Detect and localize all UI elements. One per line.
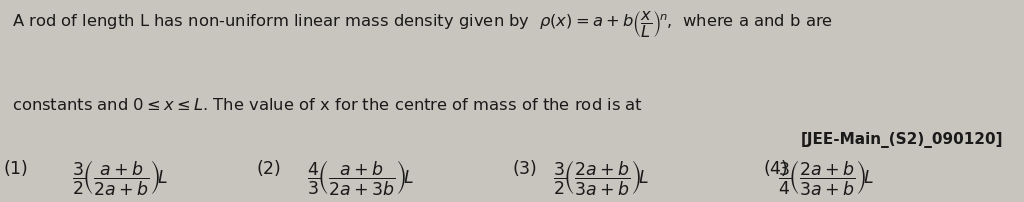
Text: $(1)$: $(1)$ [3,158,29,178]
Text: [JEE-Main_(S2)_090120]: [JEE-Main_(S2)_090120] [801,131,1004,147]
Text: $\dfrac{3}{2}\!\left(\dfrac{a+b}{2a+b}\right)\!L$: $\dfrac{3}{2}\!\left(\dfrac{a+b}{2a+b}\r… [72,158,168,196]
Text: $(4)$: $(4)$ [763,158,788,178]
Text: $\dfrac{3}{4}\!\left(\dfrac{2a+b}{3a+b}\right)\!L$: $\dfrac{3}{4}\!\left(\dfrac{2a+b}{3a+b}\… [778,158,874,196]
Text: $(2)$: $(2)$ [256,158,282,178]
Text: $\dfrac{3}{2}\!\left(\dfrac{2a+b}{3a+b}\right)\!L$: $\dfrac{3}{2}\!\left(\dfrac{2a+b}{3a+b}\… [553,158,649,196]
Text: $\dfrac{4}{3}\!\left(\dfrac{a+b}{2a+3b}\right)\!L$: $\dfrac{4}{3}\!\left(\dfrac{a+b}{2a+3b}\… [307,158,415,196]
Text: A rod of length L has non-uniform linear mass density given by  $\rho(x) = a + b: A rod of length L has non-uniform linear… [12,10,834,40]
Text: constants and $0 \leq x \leq L$. The value of x for the centre of mass of the ro: constants and $0 \leq x \leq L$. The val… [12,97,643,113]
Text: $(3)$: $(3)$ [512,158,538,178]
